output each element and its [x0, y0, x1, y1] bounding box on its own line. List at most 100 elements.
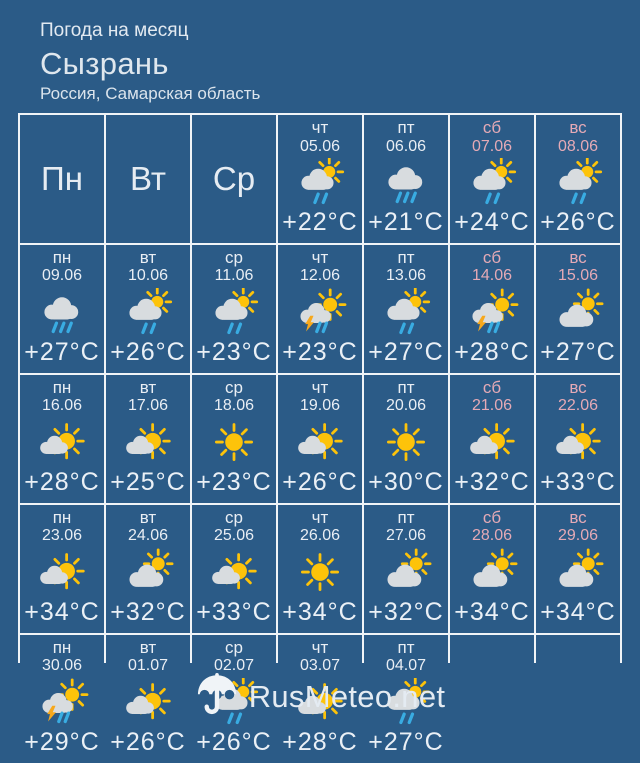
temperature: +29°C	[24, 727, 100, 756]
temperature: +27°C	[540, 337, 616, 366]
day-cell: сб 28.06 +34°C	[450, 504, 534, 633]
day-name: сб	[482, 507, 502, 527]
weekday-header-cell: Пн	[20, 115, 104, 243]
temperature: +26°C	[196, 727, 272, 756]
site-logo-text: RusMeteo.net	[248, 679, 446, 714]
temperature: +32°C	[110, 597, 186, 626]
day-date: 11.06	[214, 267, 254, 285]
temperature: +26°C	[110, 337, 186, 366]
day-name: пн	[52, 247, 72, 267]
day-date: 06.06	[385, 137, 427, 155]
sun-icon	[291, 548, 349, 598]
sun-cloud-icon	[291, 678, 349, 728]
day-name: вс	[569, 118, 587, 137]
temperature: +27°C	[24, 337, 100, 366]
thunder-sun-icon	[291, 288, 349, 338]
day-cell: вт 17.06 +25°C	[106, 374, 190, 503]
day-date: 23.06	[41, 527, 83, 545]
temperature: +23°C	[196, 467, 272, 496]
sun-rain-icon	[377, 287, 435, 338]
day-cell: сб 14.06 +28°C	[450, 244, 534, 373]
sun-cloud-icon	[33, 418, 91, 468]
weekday-header-cell: Вт	[106, 115, 190, 243]
temperature: +34°C	[24, 597, 100, 626]
sun-icon	[205, 418, 263, 468]
day-cell: пн 09.06 +27°C	[20, 244, 104, 373]
day-name: ср	[225, 637, 243, 657]
sun-rain-icon	[119, 287, 177, 338]
day-name: пт	[397, 637, 415, 657]
site-footer: RusMeteo.net	[0, 665, 640, 729]
day-date: 04.07	[385, 657, 427, 675]
day-cell: ср 18.06 +23°C	[192, 374, 276, 503]
weekday-label: Пн	[41, 159, 83, 197]
day-name: чт	[311, 118, 329, 137]
day-cell: вс 15.06 +27°C	[536, 244, 620, 373]
day-cell: чт 19.06 +26°C	[278, 374, 362, 503]
sun-cloud-icon	[205, 548, 263, 598]
day-cell: чт 05.06 +22°C	[278, 115, 362, 243]
day-name: чт	[311, 507, 329, 527]
day-date: 18.06	[213, 397, 255, 415]
day-date: 25.06	[213, 527, 255, 545]
day-date: 21.06	[471, 397, 513, 415]
temperature: +34°C	[540, 597, 616, 626]
day-name: вт	[139, 247, 157, 267]
temperature: +34°C	[282, 597, 358, 626]
thunder-sun-icon	[33, 678, 91, 728]
temperature: +27°C	[368, 337, 444, 366]
day-name: чт	[311, 377, 329, 397]
day-name: ср	[225, 377, 243, 397]
day-date: 12.06	[299, 267, 341, 285]
day-cell: пт 27.06 +32°C	[364, 504, 448, 633]
page-title: Погода на месяц	[40, 20, 189, 41]
day-name: вс	[569, 247, 587, 267]
sun-cloud-icon	[119, 418, 177, 468]
cloud-sun-icon	[377, 548, 435, 598]
sun-cloud-icon	[291, 418, 349, 468]
temperature: +26°C	[282, 467, 358, 496]
temperature: +28°C	[282, 727, 358, 756]
day-name: пт	[397, 247, 415, 267]
day-date: 02.07	[213, 657, 255, 675]
temperature: +26°C	[110, 727, 186, 756]
day-name: сб	[482, 377, 502, 397]
day-name: чт	[311, 637, 329, 657]
thunder-sun-icon	[463, 288, 521, 338]
day-date: 16.06	[41, 397, 83, 415]
day-name: пт	[397, 507, 415, 527]
day-date: 27.06	[385, 527, 427, 545]
calendar-grid: Пн Вт Ср чт 05.06 +22°C пт 06.06 +21°C сб 07.06 …	[18, 113, 622, 763]
day-date: 28.06	[471, 527, 513, 545]
day-date: 14.06	[471, 267, 513, 285]
sun-rain-icon	[549, 157, 607, 208]
day-date: 05.06	[299, 137, 341, 155]
day-name: вс	[569, 377, 587, 397]
day-date: 07.06	[471, 137, 513, 155]
day-date: 20.06	[385, 397, 427, 415]
day-cell: пн 23.06 +34°C	[20, 504, 104, 633]
day-cell: вс 22.06 +33°C	[536, 374, 620, 503]
sun-icon	[377, 418, 435, 468]
day-name: пн	[52, 377, 72, 397]
weather-month-page: Погода на месяц Сызрань Россия, Самарска…	[0, 20, 640, 763]
weekday-label: Ср	[212, 159, 256, 197]
day-cell: вт 24.06 +32°C	[106, 504, 190, 633]
day-name: вс	[569, 507, 587, 527]
day-date: 15.06	[557, 267, 599, 285]
temperature: +32°C	[368, 597, 444, 626]
temperature: +33°C	[540, 467, 616, 496]
day-date: 26.06	[299, 527, 341, 545]
temperature: +32°C	[454, 467, 530, 496]
day-cell: ср 11.06 +23°C	[192, 244, 276, 373]
city-title: Сызрань	[40, 46, 169, 81]
empty-cell	[450, 634, 534, 763]
day-cell: пн 30.06 +29°C	[20, 634, 104, 763]
day-name: пт	[397, 118, 415, 137]
temperature: +23°C	[282, 337, 358, 366]
temperature: +33°C	[196, 597, 272, 626]
temperature: +22°C	[282, 207, 358, 236]
day-date: 29.06	[557, 527, 599, 545]
day-name: вт	[139, 637, 157, 657]
day-name: ср	[225, 507, 243, 527]
